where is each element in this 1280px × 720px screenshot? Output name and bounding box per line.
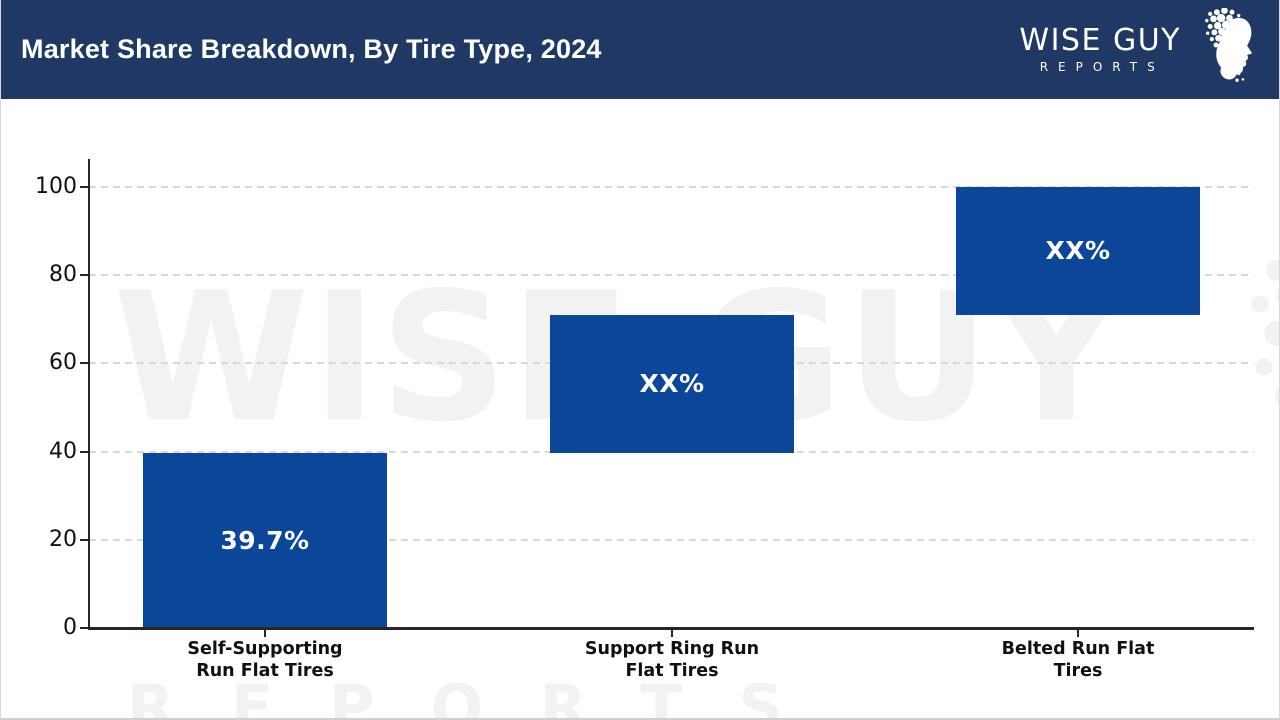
y-tick-label: 60 — [49, 350, 77, 376]
wiseguy-logo: WISE GUY REPORTS — [1019, 7, 1255, 92]
category-label-line: Tires — [1053, 660, 1103, 681]
bar-segment: 39.7% — [143, 452, 387, 628]
gridline — [89, 186, 1254, 188]
bar-value-label: XX% — [1045, 236, 1111, 266]
chart-area: WISE GUY REPORTS 0 20 40 60 80 100 39.7% Self-S… — [1, 99, 1279, 718]
category-label-line: Support Ring Run — [584, 639, 760, 659]
x-tick-mark — [671, 630, 673, 637]
y-tick-mark — [80, 186, 89, 188]
y-axis-line — [88, 159, 90, 629]
y-tick-mark — [80, 362, 89, 365]
category-label-line: Self-Supporting — [187, 639, 343, 659]
y-tick-mark — [80, 538, 89, 541]
y-tick-label: 0 — [63, 615, 77, 640]
page-title: Market Share Breakdown, By Tire Type, 20… — [21, 34, 602, 64]
y-tick-mark — [80, 450, 89, 453]
bar-segment: XX% — [550, 314, 794, 453]
gridline — [89, 274, 1254, 277]
category-label-line: Belted Run Flat — [1001, 639, 1155, 659]
bar-segment: XX% — [956, 187, 1200, 315]
x-tick-mark — [1077, 630, 1079, 637]
x-axis-line — [88, 627, 1254, 630]
category-label: Belted Run Flat Tires — [908, 639, 1248, 683]
y-tick-label: 100 — [35, 174, 77, 199]
bar-value-label: 39.7% — [220, 525, 310, 555]
y-tick-mark — [80, 274, 89, 277]
logo-face-icon — [1205, 7, 1253, 82]
category-label: Support Ring Run Flat Tires — [502, 639, 842, 683]
y-tick-mark — [80, 627, 89, 629]
logo-subtext: REPORTS — [1039, 59, 1165, 74]
bar-chart-plot: 0 20 40 60 80 100 39.7% Self-Supporting Run Flat… — [1, 99, 1279, 718]
logo-text: WISE GUY REPORTS — [1019, 22, 1181, 74]
header-bar: Market Share Breakdown, By Tire Type, 20… — [1, 0, 1279, 99]
gridline — [89, 538, 1254, 541]
category-label: Self-Supporting Run Flat Tires — [95, 639, 435, 683]
logo-wordmark: WISE GUY — [1019, 22, 1181, 58]
category-label-line: Run Flat Tires — [196, 660, 334, 681]
category-label-line: Flat Tires — [625, 660, 719, 681]
x-tick-mark — [264, 630, 266, 637]
y-tick-label: 80 — [49, 262, 77, 288]
bar-value-label: XX% — [639, 369, 705, 399]
y-tick-label: 20 — [49, 526, 77, 552]
y-tick-label: 40 — [49, 438, 77, 464]
